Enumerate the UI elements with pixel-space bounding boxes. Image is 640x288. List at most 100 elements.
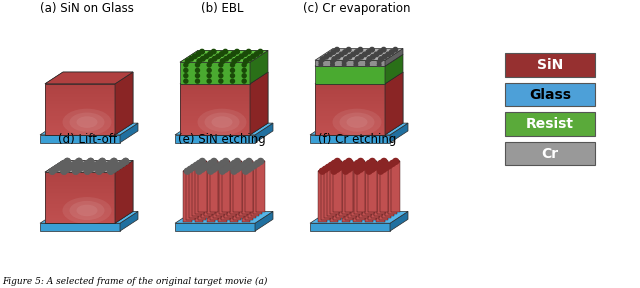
Polygon shape	[315, 72, 403, 84]
Circle shape	[99, 158, 106, 164]
Circle shape	[242, 79, 246, 83]
Polygon shape	[45, 130, 115, 131]
Circle shape	[321, 57, 325, 61]
Polygon shape	[45, 211, 115, 213]
Polygon shape	[180, 120, 250, 121]
Polygon shape	[315, 96, 385, 97]
Polygon shape	[380, 161, 388, 213]
Circle shape	[70, 162, 76, 168]
Polygon shape	[315, 54, 403, 66]
Polygon shape	[180, 84, 250, 135]
Polygon shape	[310, 211, 408, 223]
Circle shape	[386, 52, 390, 57]
Polygon shape	[388, 163, 397, 214]
Ellipse shape	[245, 160, 253, 163]
Polygon shape	[339, 165, 347, 216]
Circle shape	[116, 162, 123, 168]
Circle shape	[225, 164, 231, 170]
Circle shape	[73, 160, 79, 166]
Polygon shape	[250, 50, 268, 84]
Polygon shape	[385, 48, 403, 66]
Polygon shape	[315, 118, 385, 120]
Circle shape	[223, 158, 228, 164]
Ellipse shape	[327, 164, 335, 167]
Ellipse shape	[353, 170, 362, 173]
Circle shape	[105, 162, 111, 168]
Circle shape	[76, 158, 82, 164]
Circle shape	[58, 162, 65, 168]
Circle shape	[195, 68, 200, 72]
Polygon shape	[362, 165, 371, 216]
Circle shape	[96, 168, 102, 174]
Polygon shape	[45, 87, 115, 89]
Polygon shape	[45, 196, 115, 198]
Polygon shape	[239, 165, 247, 216]
Circle shape	[342, 168, 349, 174]
Polygon shape	[45, 84, 115, 135]
Polygon shape	[115, 72, 133, 135]
Circle shape	[65, 158, 70, 164]
Circle shape	[346, 48, 351, 52]
Ellipse shape	[342, 170, 350, 173]
Ellipse shape	[209, 168, 218, 171]
Polygon shape	[359, 167, 367, 218]
Ellipse shape	[236, 166, 244, 169]
Circle shape	[379, 57, 383, 61]
Circle shape	[64, 166, 70, 172]
Ellipse shape	[221, 168, 230, 171]
Ellipse shape	[241, 170, 250, 173]
Polygon shape	[315, 131, 385, 133]
Circle shape	[123, 158, 129, 164]
Polygon shape	[315, 108, 385, 109]
Circle shape	[222, 166, 228, 172]
Polygon shape	[250, 165, 259, 216]
Circle shape	[200, 49, 204, 54]
Polygon shape	[212, 167, 221, 218]
Ellipse shape	[344, 168, 353, 171]
Polygon shape	[45, 194, 115, 196]
Circle shape	[355, 50, 359, 54]
Polygon shape	[180, 126, 250, 128]
Circle shape	[249, 164, 255, 170]
Bar	[505, 112, 595, 136]
Circle shape	[393, 158, 399, 164]
Circle shape	[231, 160, 237, 166]
Circle shape	[111, 158, 117, 164]
Circle shape	[76, 158, 82, 164]
Circle shape	[355, 57, 360, 61]
Ellipse shape	[242, 162, 250, 165]
Polygon shape	[315, 87, 385, 89]
Polygon shape	[180, 86, 250, 87]
Circle shape	[220, 168, 225, 174]
Ellipse shape	[377, 162, 385, 165]
Circle shape	[82, 162, 88, 168]
Polygon shape	[368, 169, 376, 220]
Circle shape	[82, 162, 88, 168]
Circle shape	[371, 54, 375, 59]
Polygon shape	[242, 163, 250, 214]
Ellipse shape	[183, 170, 191, 173]
Polygon shape	[180, 96, 250, 97]
Polygon shape	[45, 198, 115, 199]
Polygon shape	[45, 101, 115, 103]
Circle shape	[49, 168, 55, 174]
Polygon shape	[315, 91, 385, 92]
Polygon shape	[45, 218, 115, 220]
Bar	[505, 142, 595, 165]
Circle shape	[243, 52, 248, 56]
Circle shape	[111, 166, 116, 172]
Circle shape	[382, 54, 387, 59]
Circle shape	[70, 162, 76, 168]
Polygon shape	[180, 72, 268, 84]
Text: (a) SiN on Glass: (a) SiN on Glass	[40, 2, 134, 15]
Polygon shape	[315, 101, 385, 103]
Polygon shape	[180, 113, 250, 114]
Polygon shape	[180, 104, 250, 106]
Polygon shape	[209, 169, 218, 220]
Polygon shape	[45, 181, 115, 182]
Polygon shape	[45, 199, 115, 201]
Circle shape	[331, 168, 337, 174]
Circle shape	[323, 166, 328, 172]
Circle shape	[387, 162, 393, 168]
Circle shape	[228, 54, 232, 58]
